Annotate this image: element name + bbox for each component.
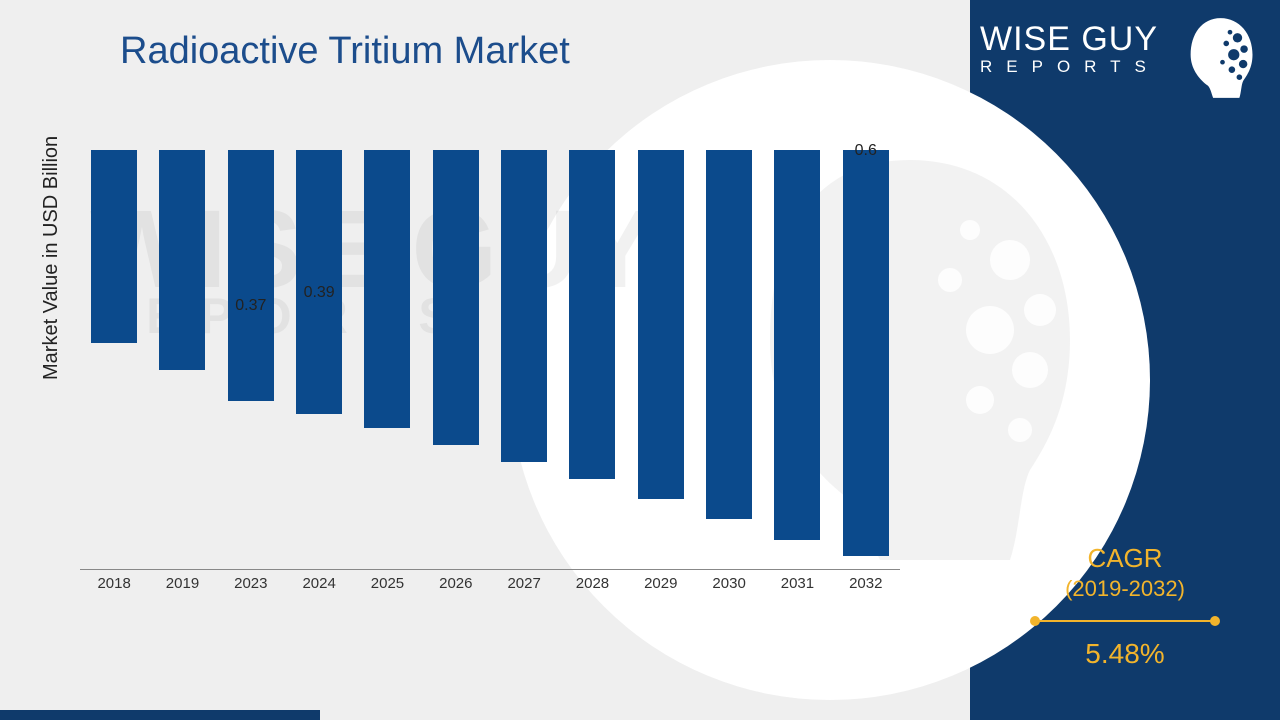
x-tick-label: 2032 (832, 575, 900, 592)
x-tick-label: 2028 (558, 575, 626, 592)
x-tick-label: 2023 (217, 575, 285, 592)
bar-wrap (80, 150, 148, 570)
brand-logo: WISE GUY REPORTS (980, 20, 1260, 77)
cagr-period: (2019-2032) (1000, 576, 1250, 602)
x-tick-labels: 2018201920232024202520262027202820292030… (80, 575, 900, 592)
cagr-divider (1035, 620, 1215, 622)
bar (706, 150, 752, 519)
bar-value-label: 0.6 (855, 142, 877, 160)
cagr-value: 5.48% (1000, 638, 1250, 670)
bar (774, 150, 820, 540)
x-tick-label: 2030 (695, 575, 763, 592)
x-axis-line (80, 569, 900, 570)
bars-container: 0.37 0.39 0.6 (80, 150, 900, 570)
bar (159, 150, 205, 370)
plot-region: 0.37 0.39 0.6 (80, 150, 900, 570)
bar (569, 150, 615, 479)
x-tick-label: 2027 (490, 575, 558, 592)
bar-wrap (148, 150, 216, 570)
x-tick-label: 2025 (353, 575, 421, 592)
bar-wrap (558, 150, 626, 570)
logo-head-icon (1185, 15, 1260, 100)
x-tick-label: 2031 (763, 575, 831, 592)
bar (638, 150, 684, 499)
chart-area: Radioactive Tritium Market WISE GUY REPO… (0, 0, 970, 720)
bar-wrap: 0.37 (217, 150, 285, 570)
bar-wrap (490, 150, 558, 570)
bar (228, 150, 274, 401)
x-tick-label: 2026 (422, 575, 490, 592)
bar (364, 150, 410, 428)
cagr-info-box: CAGR (2019-2032) 5.48% (1000, 543, 1250, 670)
y-axis-label: Market Value in USD Billion (40, 136, 63, 380)
bar-wrap: 0.6 (832, 150, 900, 570)
bar-wrap (627, 150, 695, 570)
bar (501, 150, 547, 462)
x-tick-label: 2029 (627, 575, 695, 592)
bar-wrap (763, 150, 831, 570)
bar-value-label: 0.37 (235, 297, 266, 315)
x-tick-label: 2018 (80, 575, 148, 592)
bar (433, 150, 479, 445)
cagr-title: CAGR (1000, 543, 1250, 574)
bar-wrap: 0.39 (285, 150, 353, 570)
bar-wrap (695, 150, 763, 570)
bar (843, 150, 889, 556)
bottom-accent-bar (0, 710, 320, 720)
chart-title: Radioactive Tritium Market (120, 30, 570, 73)
x-tick-label: 2019 (148, 575, 216, 592)
bar (91, 150, 137, 343)
bar (296, 150, 342, 414)
bar-wrap (353, 150, 421, 570)
bar-wrap (422, 150, 490, 570)
x-tick-label: 2024 (285, 575, 353, 592)
bar-value-label: 0.39 (304, 284, 335, 302)
